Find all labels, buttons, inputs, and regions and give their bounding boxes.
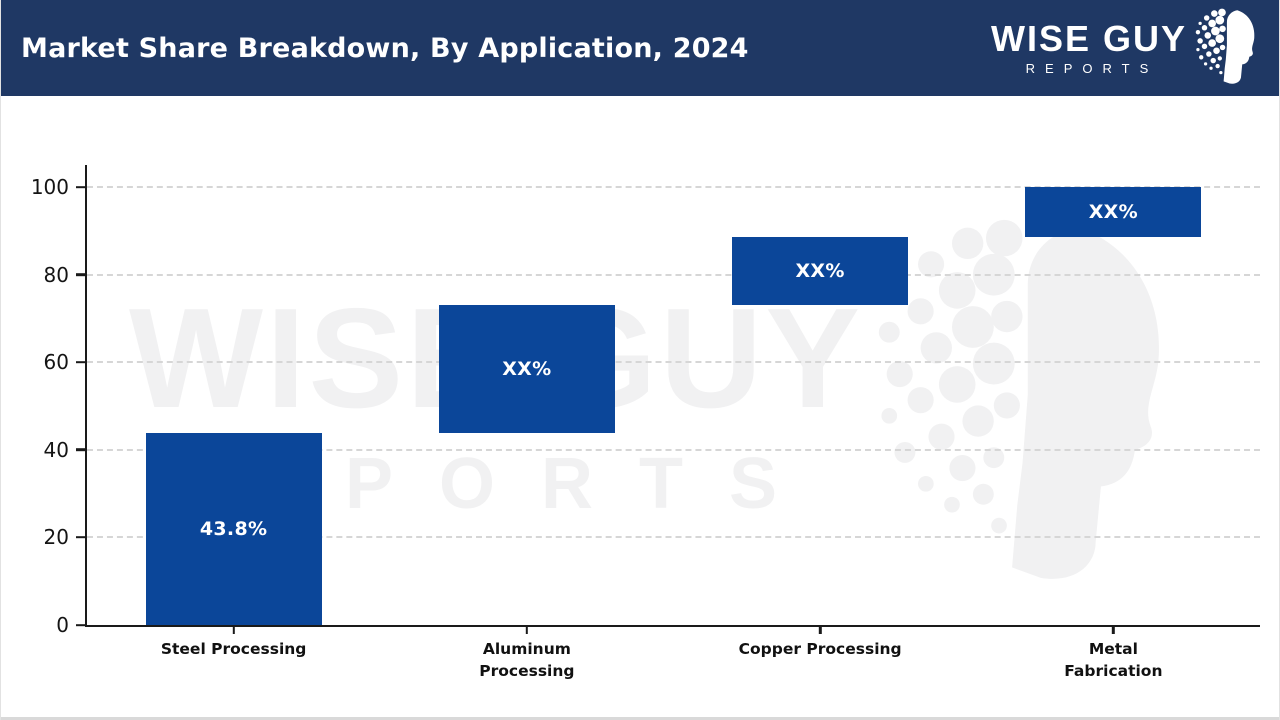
logo-reports-text: REPORTS (1025, 61, 1159, 76)
gridline-80 (87, 273, 1260, 276)
ytick-mark-20 (76, 536, 85, 539)
xtick-mark-metal-fabrication (1112, 627, 1115, 634)
gridline-60 (87, 361, 1260, 364)
category-label-steel-processing: Steel Processing (160, 640, 307, 658)
ytick-label-80: 80 (43, 262, 69, 287)
ytick-mark-80 (76, 273, 85, 276)
bottom-edge-line (1, 717, 1279, 720)
gridline-100 (87, 185, 1260, 188)
bar-value-label-steel-processing: 43.8% (199, 518, 268, 541)
ytick-label-60: 60 (43, 350, 69, 375)
bar-steel-processing: 43.8% (145, 433, 322, 625)
dotted-head-icon (1195, 8, 1255, 84)
category-label-copper-processing: Copper Processing (738, 640, 902, 658)
bar-value-label-aluminum-processing: XX% (502, 358, 552, 381)
bar-metal-fabrication: XX% (1025, 186, 1202, 237)
ytick-mark-40 (76, 448, 85, 451)
gridline-40 (87, 448, 1260, 451)
xtick-mark-aluminum-processing (525, 627, 529, 634)
page-title: Market Share Breakdown, By Application, … (21, 32, 749, 64)
xtick-mark-copper-processing (818, 627, 822, 634)
logo-text: WISE GUY REPORTS (990, 18, 1187, 76)
ytick-label-40: 40 (43, 437, 69, 462)
bar-aluminum-processing: XX% (438, 305, 615, 434)
plot-area: 0 20 40 60 80 100 43.8% Steel Processing XX% Alum… (31, 165, 1260, 680)
ytick-label-0: 0 (56, 613, 69, 637)
wise-guy-reports-logo: WISE GUY REPORTS (991, 6, 1265, 90)
bar-value-label-metal-fabrication: XX% (1088, 200, 1138, 223)
ytick-label-100: 100 (30, 174, 69, 199)
bar-copper-processing: XX% (732, 236, 909, 306)
xtick-mark-steel-processing (232, 627, 235, 634)
category-label-metal-fabrication: Metal Fabrication (1064, 640, 1163, 680)
app-header: Market Share Breakdown, By Application, … (1, 0, 1279, 96)
logo-wise-guy-text: WISE GUY (990, 18, 1187, 59)
gridline-20 (87, 536, 1260, 539)
ytick-label-20: 20 (43, 525, 69, 550)
ytick-mark-0 (76, 623, 85, 627)
bar-value-label-copper-processing: XX% (795, 260, 845, 283)
ytick-mark-100 (76, 185, 85, 189)
ytick-mark-60 (76, 360, 85, 364)
category-label-aluminum-processing: Aluminum Processing (479, 640, 575, 680)
